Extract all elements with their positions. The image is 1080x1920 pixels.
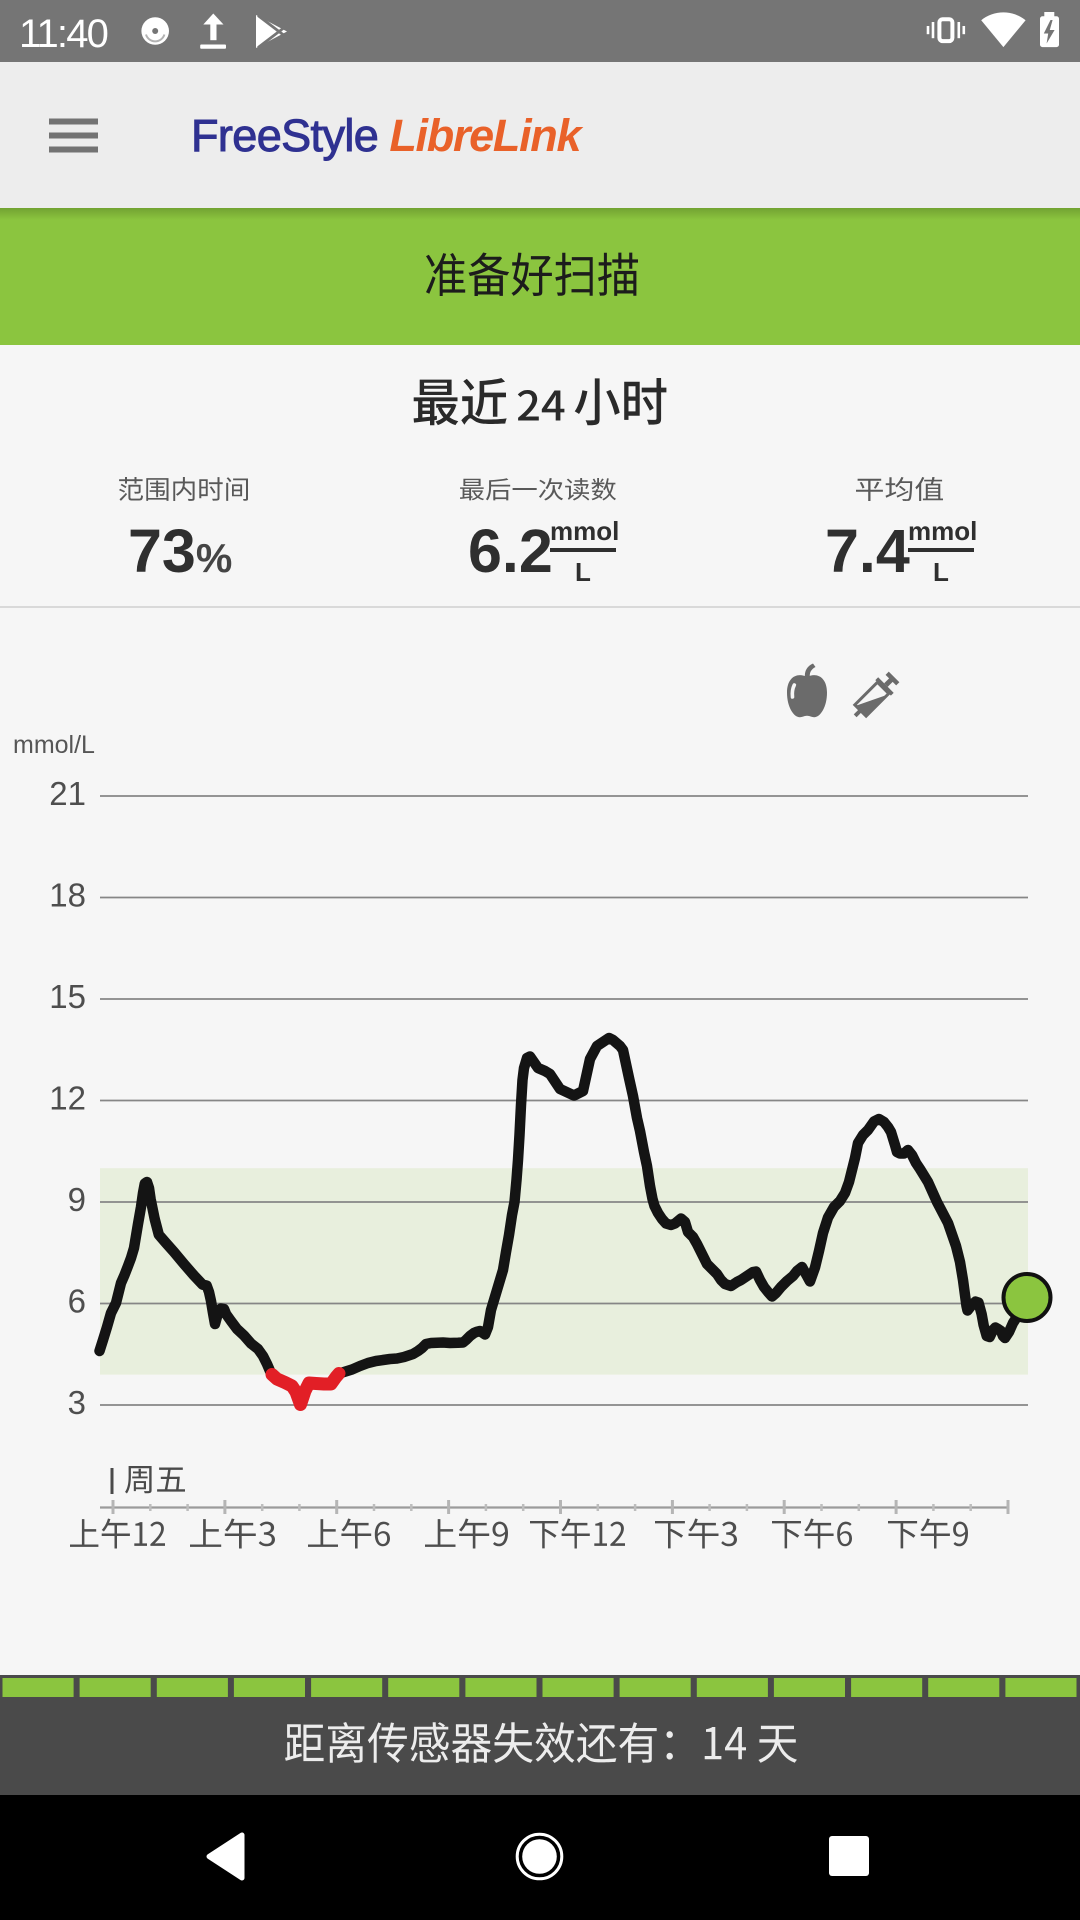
svg-text:mmol/L: mmol/L [13, 731, 95, 759]
svg-text:6: 6 [68, 1283, 86, 1320]
svg-text:3: 3 [68, 1384, 86, 1421]
svg-text:18: 18 [49, 877, 86, 914]
svg-text:9: 9 [68, 1181, 86, 1218]
svg-text:21: 21 [49, 775, 86, 812]
svg-text:12: 12 [49, 1080, 86, 1117]
svg-text:15: 15 [49, 978, 86, 1015]
